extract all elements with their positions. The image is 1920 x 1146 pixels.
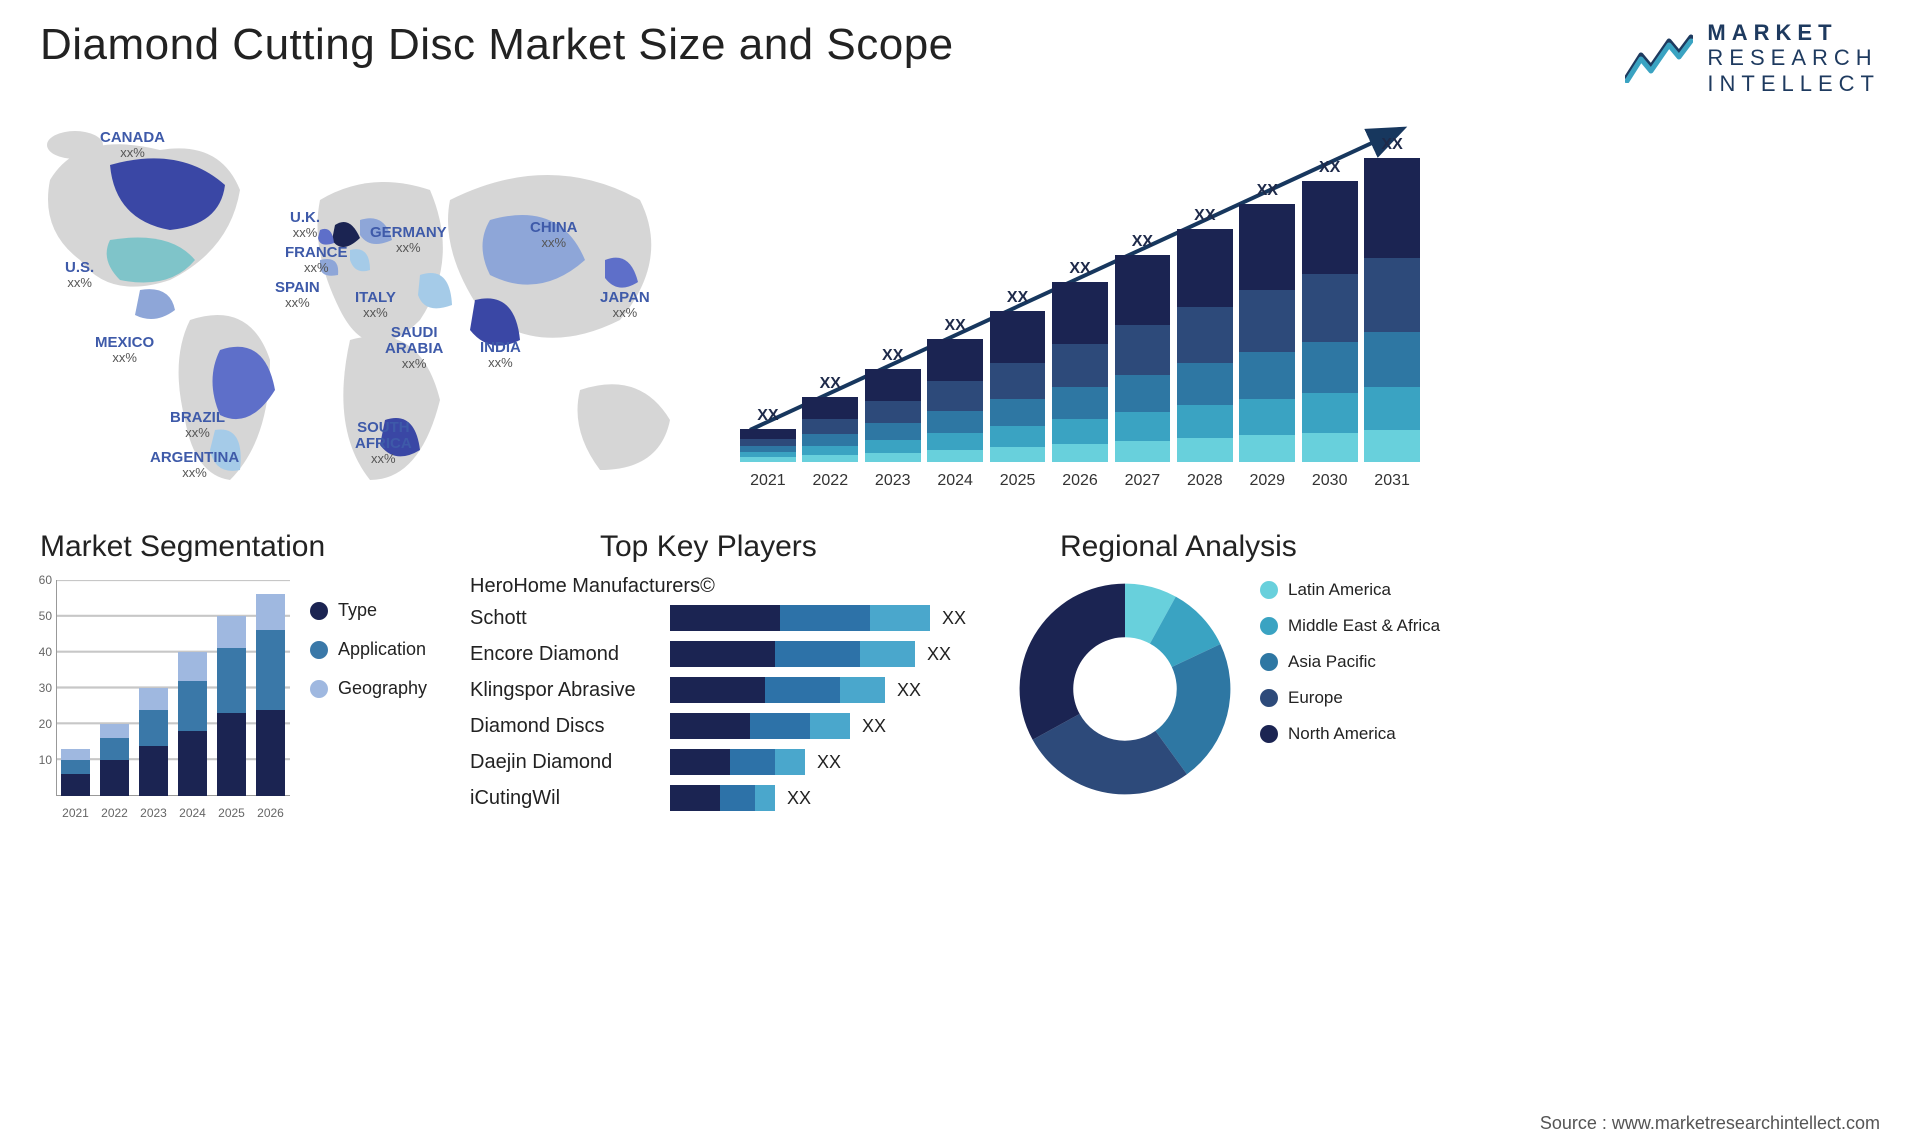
key-player-row: Klingspor AbrasiveXX xyxy=(470,676,990,704)
growth-bar: XX xyxy=(865,347,921,462)
segmentation-bar xyxy=(139,688,167,796)
logo-line3: INTELLECT xyxy=(1707,71,1880,96)
growth-bar: XX xyxy=(990,289,1046,462)
map-label: CANADAxx% xyxy=(100,130,165,159)
map-label: SOUTHAFRICAxx% xyxy=(355,420,412,465)
growth-bar: XX xyxy=(740,407,796,462)
legend-item: Latin America xyxy=(1260,580,1440,600)
map-label: FRANCExx% xyxy=(285,245,348,274)
key-player-row: Daejin DiamondXX xyxy=(470,748,990,776)
map-label: CHINAxx% xyxy=(530,220,578,249)
map-label: INDIAxx% xyxy=(480,340,521,369)
growth-bar: XX xyxy=(1302,159,1358,462)
growth-chart: XXXXXXXXXXXXXXXXXXXXXX 20212022202320242… xyxy=(740,110,1420,490)
legend-item: Asia Pacific xyxy=(1260,652,1440,672)
segmentation-bar xyxy=(256,594,284,796)
key-players-title: Top Key Players xyxy=(600,530,817,564)
map-label: JAPANxx% xyxy=(600,290,650,319)
map-label: GERMANYxx% xyxy=(370,225,447,254)
growth-bar: XX xyxy=(1364,136,1420,462)
key-player-row: SchottXX xyxy=(470,604,990,632)
segmentation-bar xyxy=(61,749,89,796)
regional-title: Regional Analysis xyxy=(1060,530,1297,564)
growth-bar: XX xyxy=(802,375,858,462)
legend-item: Geography xyxy=(310,678,427,699)
logo-line2: RESEARCH xyxy=(1707,45,1880,70)
donut-slice xyxy=(1020,584,1125,740)
page-title: Diamond Cutting Disc Market Size and Sco… xyxy=(40,20,954,70)
legend-item: Europe xyxy=(1260,688,1440,708)
segmentation-bar xyxy=(178,652,206,796)
map-label: SPAINxx% xyxy=(275,280,320,309)
map-label: MEXICOxx% xyxy=(95,335,154,364)
regional-donut xyxy=(1010,574,1240,804)
key-player-row: Encore DiamondXX xyxy=(470,640,990,668)
segmentation-title: Market Segmentation xyxy=(40,530,325,564)
map-label: ITALYxx% xyxy=(355,290,396,319)
legend-item: Type xyxy=(310,600,427,621)
growth-bar: XX xyxy=(1177,207,1233,462)
key-player-row: Diamond DiscsXX xyxy=(470,712,990,740)
segmentation-legend: Type Application Geography xyxy=(310,600,427,717)
map-label: U.K.xx% xyxy=(290,210,320,239)
segmentation-bar xyxy=(100,724,128,796)
map-label: BRAZILxx% xyxy=(170,410,225,439)
source-text: Source : www.marketresearchintellect.com xyxy=(1540,1113,1880,1134)
key-players-subtitle: HeroHome Manufacturers© xyxy=(470,575,715,598)
legend-item: Application xyxy=(310,639,427,660)
segmentation-bar xyxy=(217,616,245,796)
segmentation-chart: 102030405060 202120222023202420252026 xyxy=(30,580,290,820)
logo-mark-icon xyxy=(1625,33,1693,83)
growth-bar: XX xyxy=(1052,260,1108,462)
growth-bar: XX xyxy=(927,317,983,462)
logo-line1: MARKET xyxy=(1707,20,1880,45)
map-label: U.S.xx% xyxy=(65,260,94,289)
legend-item: North America xyxy=(1260,724,1440,744)
regional-legend: Latin America Middle East & Africa Asia Pa… xyxy=(1260,580,1440,760)
map-label: SAUDIARABIAxx% xyxy=(385,325,443,370)
world-map: CANADAxx% U.S.xx% MEXICOxx% BRAZILxx% ARGENT… xyxy=(20,110,710,510)
key-player-row: iCutingWilXX xyxy=(470,784,990,812)
growth-bar: XX xyxy=(1115,233,1171,462)
growth-bar: XX xyxy=(1239,182,1295,462)
brand-logo: MARKET RESEARCH INTELLECT xyxy=(1625,20,1880,96)
map-label: ARGENTINAxx% xyxy=(150,450,239,479)
legend-item: Middle East & Africa xyxy=(1260,616,1440,636)
key-players-chart: SchottXX Encore DiamondXX Klingspor Abrasi… xyxy=(470,604,990,820)
